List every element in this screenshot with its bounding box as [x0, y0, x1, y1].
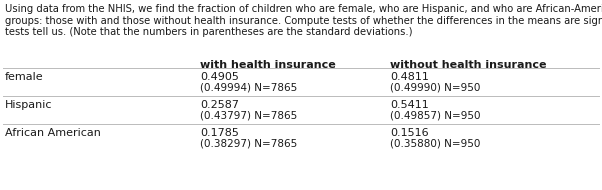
Text: (0.43797) N=7865: (0.43797) N=7865: [200, 111, 297, 121]
Text: without health insurance: without health insurance: [390, 60, 547, 70]
Text: (0.35880) N=950: (0.35880) N=950: [390, 139, 480, 149]
Text: 0.4905: 0.4905: [200, 72, 239, 82]
Text: (0.49994) N=7865: (0.49994) N=7865: [200, 83, 297, 93]
Text: 0.5411: 0.5411: [390, 100, 429, 110]
Text: 0.1785: 0.1785: [200, 128, 239, 138]
Text: Hispanic: Hispanic: [5, 100, 52, 110]
Text: 0.2587: 0.2587: [200, 100, 239, 110]
Text: groups: those with and those without health insurance. Compute tests of whether : groups: those with and those without hea…: [5, 16, 602, 25]
Text: Using data from the NHIS, we find the fraction of children who are female, who a: Using data from the NHIS, we find the fr…: [5, 4, 602, 14]
Text: (0.38297) N=7865: (0.38297) N=7865: [200, 139, 297, 149]
Text: (0.49857) N=950: (0.49857) N=950: [390, 111, 480, 121]
Text: with health insurance: with health insurance: [200, 60, 336, 70]
Text: tests tell us. (Note that the numbers in parentheses are the standard deviations: tests tell us. (Note that the numbers in…: [5, 27, 412, 37]
Text: 0.1516: 0.1516: [390, 128, 429, 138]
Text: African American: African American: [5, 128, 101, 138]
Text: 0.4811: 0.4811: [390, 72, 429, 82]
Text: (0.49990) N=950: (0.49990) N=950: [390, 83, 480, 93]
Text: female: female: [5, 72, 43, 82]
